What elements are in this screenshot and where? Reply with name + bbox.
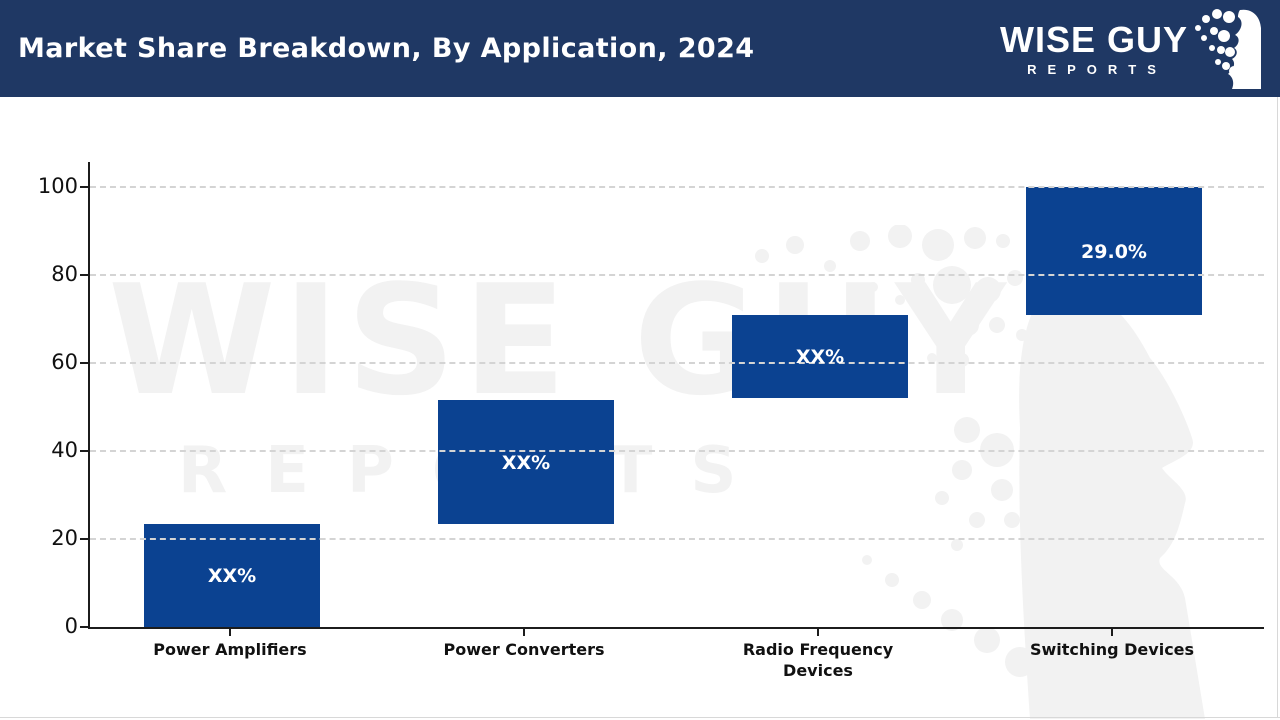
logo-wordmark: WISE GUY <box>999 18 1188 60</box>
page-border-right <box>1277 97 1278 718</box>
bar-radio-frequency-devices <box>732 314 908 399</box>
y-tick-mark <box>80 626 88 628</box>
y-tick-label: 80 <box>51 262 78 286</box>
x-tick-label: Switching Devices <box>1029 640 1195 659</box>
logo-face-icon <box>1195 8 1261 89</box>
x-tick-mark <box>817 629 819 636</box>
bar-power-amplifiers <box>144 523 320 627</box>
page-border-bottom <box>0 717 1280 718</box>
brand-logo: WISE GUY REPORTS <box>1000 8 1262 90</box>
plot-area: XX% XX% XX% 29.0% <box>88 162 1264 629</box>
page-title: Market Share Breakdown, By Application, … <box>18 33 755 64</box>
y-tick-mark <box>80 362 88 364</box>
y-tick-label: 100 <box>37 174 78 198</box>
y-tick-label: 20 <box>51 526 78 550</box>
y-tick-label: 40 <box>51 438 78 462</box>
brand-logo-text: WISE GUY REPORTS <box>999 18 1188 77</box>
y-tick-mark <box>80 186 88 188</box>
gridline-40 <box>90 450 1264 452</box>
chart: WISE GUY REPORTS XX%XX%XX%29.0% Power Am… <box>0 97 1280 720</box>
x-tick-mark <box>523 629 525 636</box>
y-tick-mark <box>80 274 88 276</box>
bar-switching-devices <box>1026 187 1202 315</box>
x-tick-mark <box>1111 629 1113 636</box>
y-tick-mark <box>80 538 88 540</box>
report-header: Market Share Breakdown, By Application, … <box>0 0 1280 97</box>
x-tick-label: Power Amplifiers <box>153 640 307 659</box>
x-tick-label: Radio Frequency Devices <box>742 640 894 680</box>
x-tick-mark <box>229 629 231 636</box>
logo-subtext: REPORTS <box>1027 61 1167 77</box>
bar-power-converters <box>438 400 614 524</box>
y-tick-label: 0 <box>64 614 78 638</box>
y-tick-mark <box>80 450 88 452</box>
gridline-60 <box>90 362 1264 364</box>
y-tick-label: 60 <box>51 350 78 374</box>
x-tick-label: Power Converters <box>443 640 605 659</box>
